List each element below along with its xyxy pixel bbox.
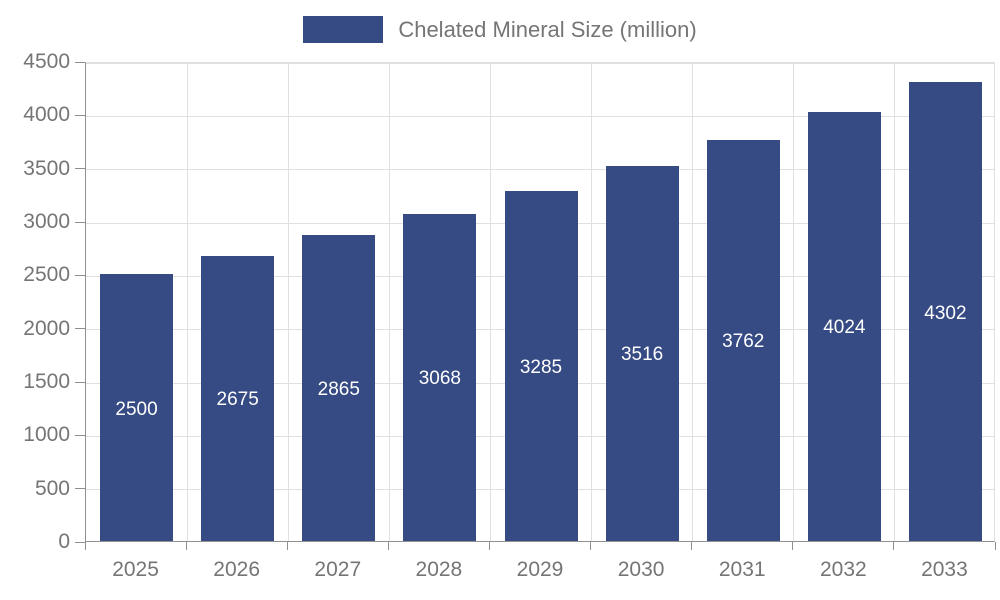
y-axis-tick-label: 4000 (23, 103, 70, 127)
y-axis-tick-label: 500 (34, 476, 70, 500)
v-gridline (186, 63, 188, 541)
bar (201, 255, 275, 541)
x-axis-tick-label: 2028 (415, 558, 463, 581)
bar-value-label: 4024 (823, 317, 866, 339)
v-gridline (894, 63, 896, 541)
legend: Chelated Mineral Size (million) (0, 16, 1000, 43)
x-axis-tick-label: 2027 (314, 558, 362, 581)
y-axis-tick-label: 1000 (23, 423, 70, 447)
y-axis-tick (75, 541, 85, 543)
bar-value-label: 3762 (722, 331, 765, 353)
h-gridline (86, 169, 994, 171)
bar (706, 139, 780, 541)
y-axis-tick-label: 2000 (23, 316, 70, 340)
y-axis-tick (75, 274, 85, 276)
bar-value-label: 2675 (216, 389, 259, 411)
x-axis-tick (488, 542, 490, 550)
bar (605, 165, 679, 541)
bar-value-label: 3285 (519, 356, 563, 378)
bar-value-label: 3068 (418, 368, 462, 390)
x-axis-tick-label: 2033 (921, 558, 968, 581)
plot-area: 2500 2675 2865 3068 3285 3516 3762 4024 4302 (85, 62, 995, 542)
x-axis-tick (691, 542, 693, 550)
bar (504, 190, 578, 541)
y-axis-tick-label: 1500 (23, 370, 70, 393)
x-axis-tick (84, 542, 86, 550)
bar-value-label: 4302 (924, 302, 967, 324)
y-axis-tick (75, 114, 85, 116)
y-axis-tick (75, 381, 85, 383)
y-axis-tick (75, 221, 85, 223)
y-axis-tick-label: 0 (58, 530, 70, 553)
legend-label: Chelated Mineral Size (million) (398, 17, 697, 42)
h-gridline (86, 62, 994, 64)
x-axis-tick (387, 542, 389, 550)
y-axis-tick (75, 328, 85, 330)
x-axis-tick (286, 542, 288, 550)
bar-value-label: 3516 (620, 344, 664, 366)
bar (302, 235, 376, 541)
v-gridline (287, 63, 289, 541)
bar (908, 82, 982, 541)
y-axis-tick-label: 3500 (23, 156, 70, 180)
x-axis-tick-label: 2026 (213, 558, 261, 581)
x-axis-tick-label: 2030 (617, 558, 665, 581)
y-axis-tick-label: 4500 (23, 50, 70, 73)
h-gridline (86, 115, 994, 117)
v-gridline (692, 63, 694, 541)
x-axis-tick (590, 542, 592, 550)
y-axis-tick (75, 488, 85, 490)
x-axis-tick (185, 542, 187, 550)
y-axis-tick-label: 3000 (23, 210, 70, 233)
y-axis-tick (75, 434, 85, 436)
y-axis-tick (75, 168, 85, 170)
bar (403, 213, 477, 541)
bar-value-label: 2865 (317, 379, 360, 401)
v-gridline (489, 63, 491, 541)
x-axis-tick-label: 2029 (516, 558, 564, 581)
y-axis-tick-label: 2500 (23, 263, 70, 287)
x-axis-tick (792, 542, 794, 550)
y-axis-tick (75, 61, 85, 63)
x-axis-tick (994, 542, 996, 550)
v-gridline (793, 63, 795, 541)
v-gridline (591, 63, 593, 541)
bar-value-label: 2500 (115, 398, 158, 420)
x-axis-tick-label: 2031 (718, 558, 766, 581)
bar (807, 111, 881, 541)
v-gridline (388, 63, 390, 541)
bar (100, 274, 174, 541)
legend-swatch (303, 16, 384, 43)
x-axis-tick-label: 2032 (819, 558, 867, 581)
x-axis-tick (893, 542, 895, 550)
x-axis-tick-label: 2025 (112, 558, 159, 581)
